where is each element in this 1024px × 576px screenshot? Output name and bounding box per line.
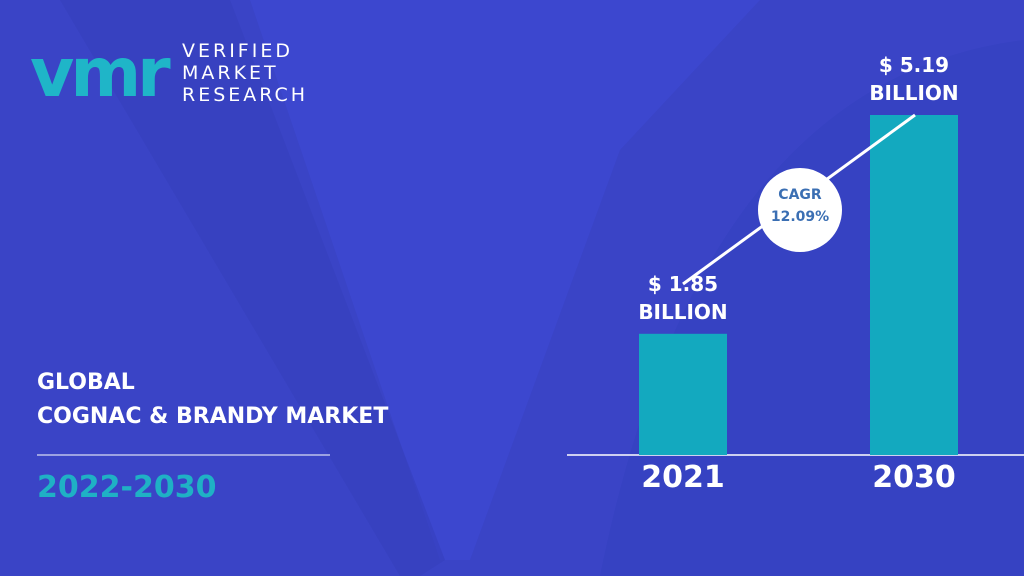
cagr-circle [758, 168, 842, 252]
category-label: 2021 [641, 460, 725, 495]
category-label: 2030 [872, 460, 956, 495]
logo-mark: vmr [30, 34, 171, 113]
value-label: $ 1.85 BILLION [638, 271, 728, 324]
value-label: $ 5.19 BILLION [869, 53, 959, 105]
logo-text: RESEARCH [182, 84, 309, 106]
title: GLOBAL [37, 370, 135, 395]
period: 2022-2030 [37, 470, 217, 505]
logo-text: MARKET [182, 62, 279, 84]
bar [639, 333, 727, 455]
bar [870, 115, 958, 455]
logo-text: VERIFIED [182, 40, 293, 62]
cagr-label: CAGR [778, 187, 822, 203]
v-shade [60, 0, 445, 576]
title: COGNAC & BRANDY MARKET [37, 404, 389, 429]
cagr-value: 12.09% [771, 209, 829, 225]
